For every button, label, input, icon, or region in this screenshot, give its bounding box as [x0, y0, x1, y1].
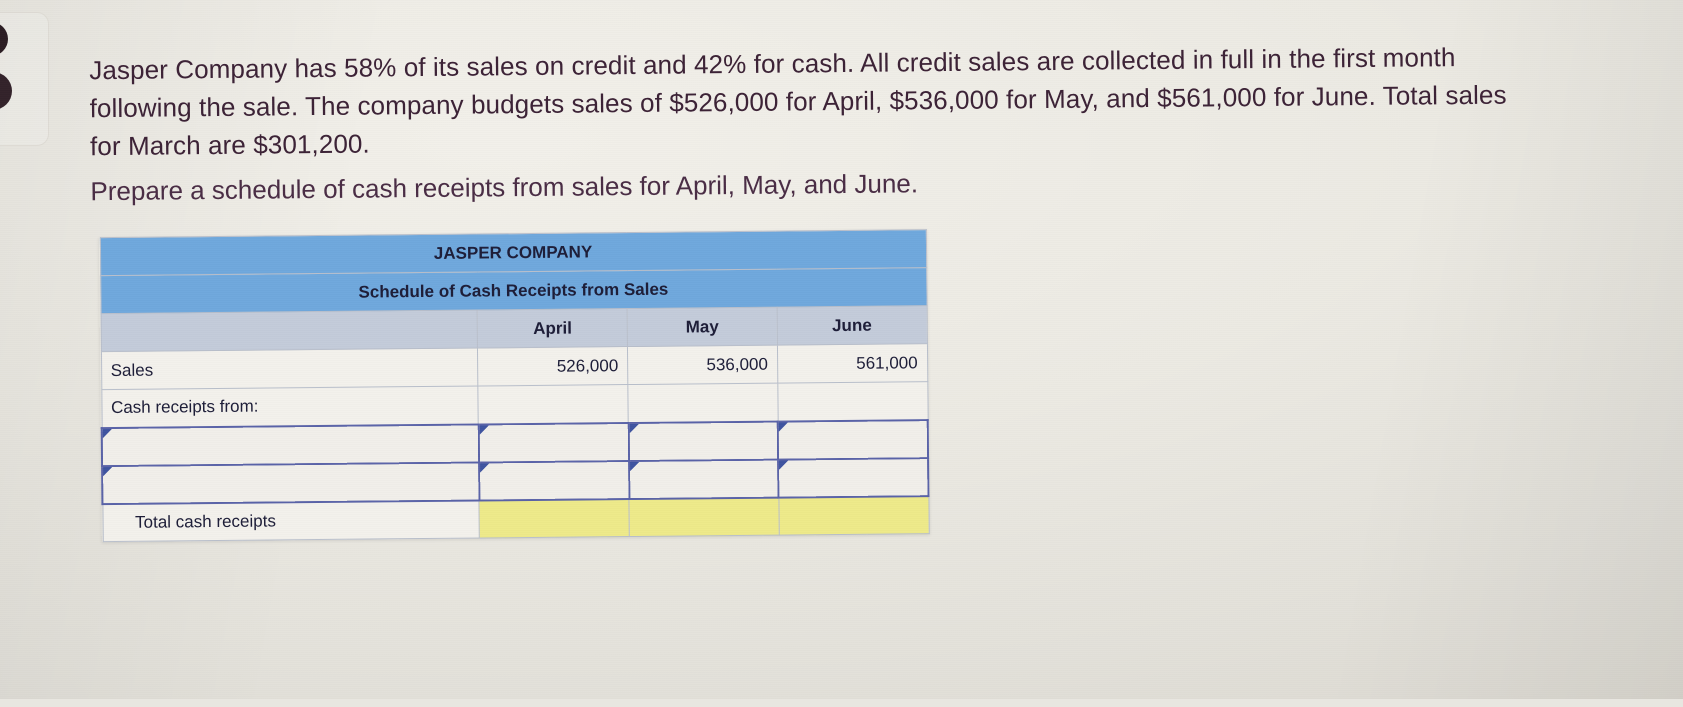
dropdown-caret-icon — [479, 462, 490, 472]
column-header-june: June — [776, 305, 927, 346]
sales-april-value: 526,000 — [477, 346, 628, 386]
input-row2-label-select[interactable] — [102, 461, 480, 504]
column-header-blank — [100, 309, 478, 352]
input-row2-april-field[interactable] — [478, 460, 629, 500]
total-april-value — [479, 498, 630, 538]
table-row-total-cash-receipts: Total cash receipts — [102, 495, 929, 542]
avatar-secondary-icon — [0, 72, 12, 110]
input-row1-april-field[interactable] — [478, 422, 629, 462]
dropdown-caret-icon — [629, 461, 639, 471]
cash-receipts-from-may-value — [627, 383, 778, 423]
cash-receipts-from-april-value — [478, 384, 629, 424]
column-header-april: April — [477, 308, 628, 348]
dropdown-caret-icon — [103, 466, 113, 476]
row-label-total-cash-receipts: Total cash receipts — [102, 499, 480, 542]
total-june-value — [778, 495, 929, 536]
input-row1-may-field[interactable] — [628, 421, 779, 461]
dropdown-caret-icon — [779, 460, 789, 470]
dropdown-caret-icon — [102, 428, 112, 438]
row-label-cash-receipts-from: Cash receipts from: — [101, 385, 479, 428]
cash-receipts-schedule-table: JASPER COMPANY Schedule of Cash Receipts… — [98, 229, 930, 543]
input-row1-june-field[interactable] — [777, 419, 929, 460]
input-row2-may-field[interactable] — [628, 459, 779, 499]
dropdown-caret-icon — [778, 422, 789, 432]
sales-may-value: 536,000 — [627, 345, 778, 385]
avatar-icon — [0, 22, 8, 56]
total-may-value — [628, 497, 780, 537]
input-row2-june-field[interactable] — [778, 457, 929, 498]
cash-receipts-from-june-value — [777, 381, 928, 422]
problem-statement: Jasper Company has 58% of its sales on c… — [89, 42, 1507, 162]
dropdown-caret-icon — [629, 423, 639, 433]
dropdown-caret-icon — [479, 424, 489, 434]
problem-instruction: Prepare a schedule of cash receipts from… — [90, 168, 919, 207]
sales-june-value: 561,000 — [777, 343, 928, 384]
table-row-input-2 — [102, 457, 929, 504]
input-row1-label-select[interactable] — [101, 423, 479, 466]
row-label-sales: Sales — [100, 347, 479, 390]
column-header-may: May — [627, 307, 778, 347]
